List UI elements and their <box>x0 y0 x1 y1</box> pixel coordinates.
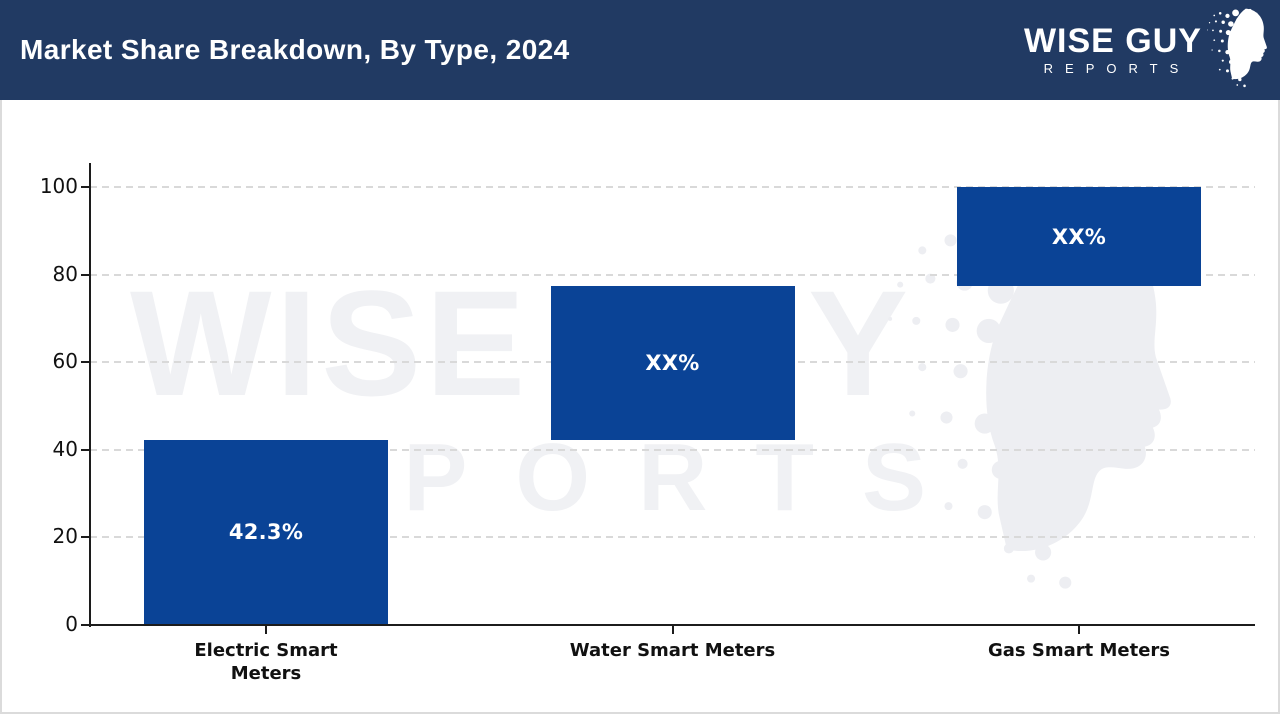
gridline-80 <box>90 273 1255 276</box>
x-axis-label-electric-smart-meters: Electric Smart Meters <box>194 640 338 684</box>
y-axis-line <box>89 163 91 627</box>
watermark-wordmark: WISE GUY <box>130 259 913 427</box>
y-tick-label-100: 100 <box>39 174 78 198</box>
y-tick-label-20: 20 <box>52 524 78 549</box>
x-axis-label-gas-smart-meters: Gas Smart Meters <box>987 640 1171 661</box>
x-tick-water-smart-meters <box>671 626 674 634</box>
bar-water-smart-meters: XX% <box>550 286 795 440</box>
y-tick-label-60: 60 <box>52 349 78 374</box>
logo-subtitle: REPORTS <box>1043 61 1191 77</box>
y-tick-0 <box>81 624 89 626</box>
y-tick-40 <box>81 448 89 451</box>
gridline-100 <box>90 186 1255 188</box>
x-axis-line <box>89 624 1255 626</box>
brand-logo-text: WISE GUY REPORTS <box>1023 21 1202 77</box>
y-tick-label-40: 40 <box>52 436 78 461</box>
brand-logo: WISE GUY REPORTS <box>1024 4 1268 96</box>
y-tick-80 <box>81 273 89 276</box>
y-tick-label-80: 80 <box>52 261 78 286</box>
bar-value-label-electric-smart-meters: 42.3% <box>228 520 304 545</box>
gridline-20 <box>90 536 1255 539</box>
y-tick-label-0: 0 <box>65 612 78 636</box>
x-axis-label-water-smart-meters: Water Smart Meters <box>569 640 776 661</box>
bar-electric-smart-meters: 42.3% <box>144 439 388 625</box>
x-tick-electric-smart-meters <box>265 626 267 634</box>
x-tick-gas-smart-meters <box>1078 626 1080 634</box>
bar-gas-smart-meters: XX% <box>957 187 1201 287</box>
logo-face-icon <box>1206 8 1267 88</box>
bar-value-label-water-smart-meters: XX% <box>645 351 700 376</box>
y-tick-60 <box>81 361 89 364</box>
y-tick-20 <box>81 536 89 539</box>
y-tick-100 <box>81 186 89 188</box>
page-title: Market Share Breakdown, By Type, 2024 <box>20 34 570 65</box>
header-banner: Market Share Breakdown, By Type, 2024 WI… <box>0 0 1280 100</box>
chart-area: WISE GUY REPORTS 0 20 40 60 80 100 42.3% Electr… <box>0 100 1280 714</box>
gridline-40 <box>90 448 1255 451</box>
logo-wordmark: WISE GUY <box>1023 21 1202 60</box>
bar-value-label-gas-smart-meters: XX% <box>1051 224 1107 249</box>
